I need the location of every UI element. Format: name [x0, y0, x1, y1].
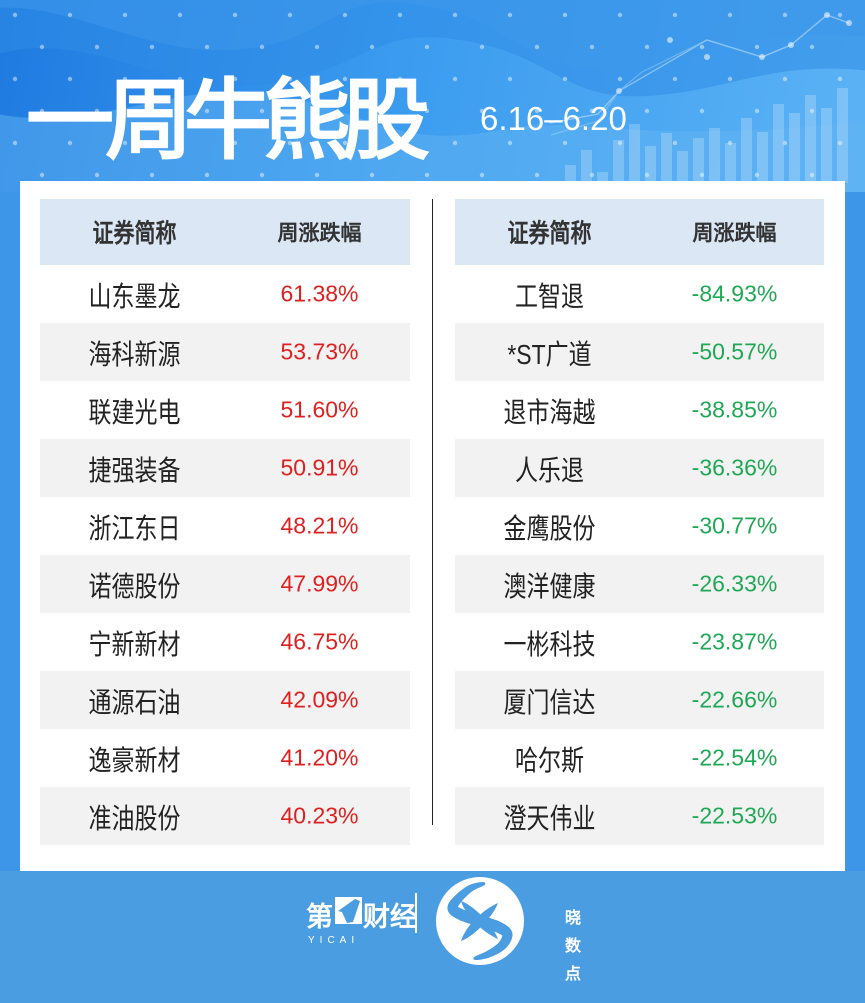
svg-text:点: 点: [565, 964, 581, 983]
svg-text:YICAI: YICAI: [308, 935, 359, 946]
svg-text:数: 数: [565, 936, 582, 955]
svg-text:第: 第: [306, 901, 333, 932]
svg-text:财经: 财经: [363, 901, 417, 932]
svg-text:晓: 晓: [565, 908, 581, 927]
